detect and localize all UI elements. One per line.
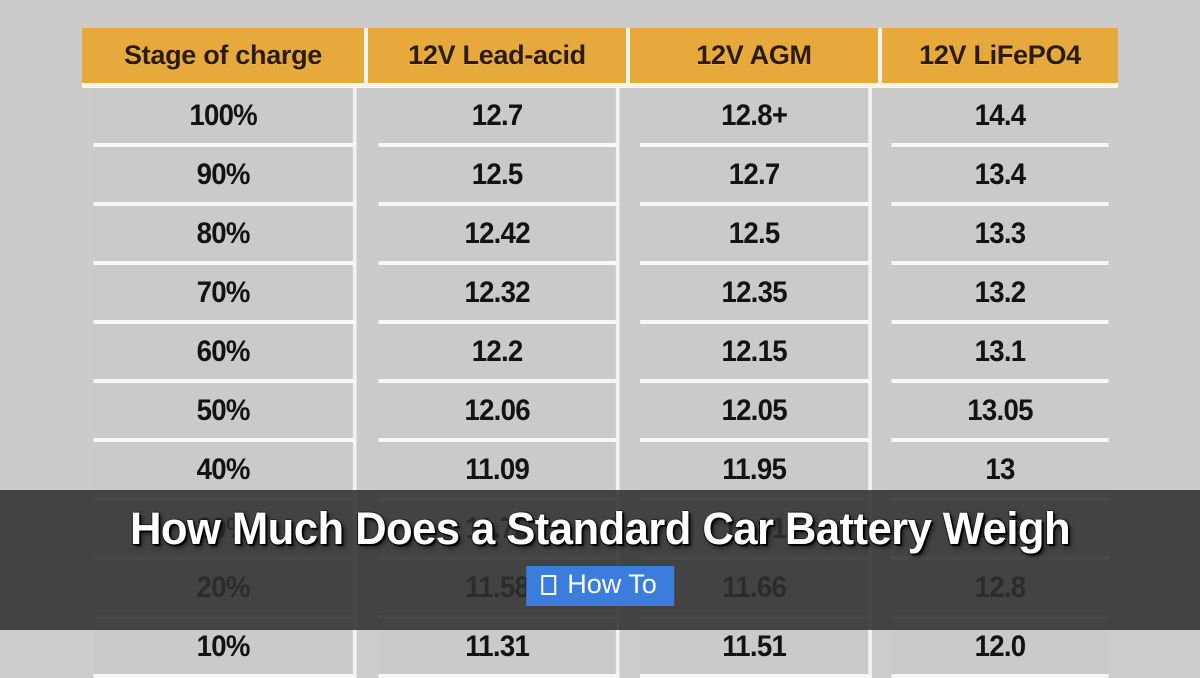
cell-stage: 100%	[93, 88, 357, 147]
table-header-row: Stage of charge 12V Lead-acid 12V AGM 12…	[82, 28, 1118, 88]
column-header-agm: 12V AGM	[630, 28, 882, 88]
cell-stage: 80%	[93, 206, 357, 265]
missing-glyph-box-icon	[541, 574, 557, 595]
cell-lifepo4: 13.3	[891, 206, 1109, 265]
cell-agm: 12.35	[640, 265, 872, 324]
cell-lifepo4: 13.2	[891, 265, 1109, 324]
cell-stage: 90%	[93, 147, 357, 206]
cell-lifepo4: 13.1	[891, 324, 1109, 383]
cell-stage: 60%	[93, 324, 357, 383]
page-title: How Much Does a Standard Car Battery Wei…	[129, 503, 1071, 554]
cell-lifepo4: 13.05	[891, 383, 1109, 442]
table-row: 90% 12.5 12.7 13.4	[82, 147, 1118, 206]
cell-lead-acid: 12.06	[378, 383, 620, 442]
column-header-lead-acid: 12V Lead-acid	[368, 28, 630, 88]
how-to-badge[interactable]: How To	[526, 566, 674, 606]
cell-lead-acid: 12.5	[378, 147, 620, 206]
cell-lead-acid: 12.2	[378, 324, 620, 383]
table-row: 100% 12.7 12.8+ 14.4	[82, 88, 1118, 147]
cell-agm: 12.8+	[640, 88, 872, 147]
column-header-stage-of-charge: Stage of charge	[82, 28, 368, 88]
cell-lifepo4: 14.4	[891, 88, 1109, 147]
table-row: 80% 12.42 12.5 13.3	[82, 206, 1118, 265]
cell-lead-acid: 12.7	[378, 88, 620, 147]
cell-lead-acid: 12.42	[378, 206, 620, 265]
table-row: 60% 12.2 12.15 13.1	[82, 324, 1118, 383]
cell-lead-acid: 12.32	[378, 265, 620, 324]
banner-overlay	[0, 490, 1200, 630]
cell-agm: 12.15	[640, 324, 872, 383]
table-row: 70% 12.32 12.35 13.2	[82, 265, 1118, 324]
cell-stage: 50%	[93, 383, 357, 442]
table-row: 50% 12.06 12.05 13.05	[82, 383, 1118, 442]
how-to-badge-label: How To	[567, 569, 657, 599]
cell-agm: 12.5	[640, 206, 872, 265]
cell-agm: 12.05	[640, 383, 872, 442]
cell-lifepo4: 13.4	[891, 147, 1109, 206]
column-header-lifepo4: 12V LiFePO4	[882, 28, 1118, 88]
cell-agm: 12.7	[640, 147, 872, 206]
cell-stage: 70%	[93, 265, 357, 324]
